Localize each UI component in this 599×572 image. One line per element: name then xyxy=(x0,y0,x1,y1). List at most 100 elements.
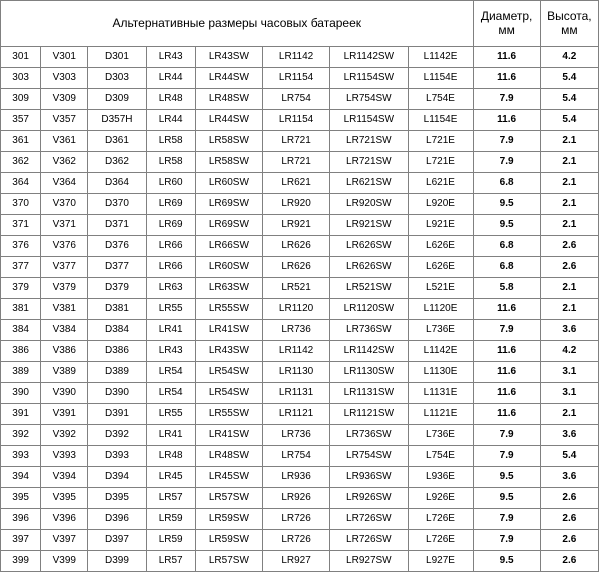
cell-height: 5.4 xyxy=(540,109,598,130)
cell-alt-code: D384 xyxy=(88,319,146,340)
cell-alt-code: V391 xyxy=(41,403,88,424)
cell-height: 5.4 xyxy=(540,67,598,88)
cell-alt-code: LR726SW xyxy=(330,508,408,529)
cell-alt-code: LR59 xyxy=(146,508,195,529)
table-row: 386V386D386LR43LR43SWLR1142LR1142SWL1142… xyxy=(1,340,599,361)
cell-alt-code: LR626SW xyxy=(330,256,408,277)
cell-alt-code: D394 xyxy=(88,466,146,487)
cell-alt-code: LR927SW xyxy=(330,550,408,571)
cell-diameter: 7.9 xyxy=(473,508,540,529)
cell-alt-code: LR60SW xyxy=(195,256,262,277)
cell-alt-code: LR921SW xyxy=(330,214,408,235)
table-row: 391V391D391LR55LR55SWLR1121LR1121SWL1121… xyxy=(1,403,599,424)
cell-alt-code: L721E xyxy=(408,130,473,151)
cell-alt-code: LR1142SW xyxy=(330,46,408,67)
cell-alt-code: LR57 xyxy=(146,487,195,508)
cell-alt-code: LR721SW xyxy=(330,151,408,172)
cell-alt-code: LR69 xyxy=(146,214,195,235)
cell-height: 2.1 xyxy=(540,214,598,235)
cell-height: 2.1 xyxy=(540,172,598,193)
table-row: 376V376D376LR66LR66SWLR626LR626SWL626E6.… xyxy=(1,235,599,256)
cell-alt-code: LR63SW xyxy=(195,277,262,298)
cell-diameter: 7.9 xyxy=(473,88,540,109)
cell-alt-code: L1142E xyxy=(408,46,473,67)
cell-alt-code: V370 xyxy=(41,193,88,214)
cell-alt-code: LR60SW xyxy=(195,172,262,193)
cell-alt-code: D364 xyxy=(88,172,146,193)
cell-alt-code: L1142E xyxy=(408,340,473,361)
cell-alt-code: LR1142 xyxy=(262,340,329,361)
cell-height: 2.6 xyxy=(540,529,598,550)
cell-diameter: 11.6 xyxy=(473,403,540,424)
cell-diameter: 11.6 xyxy=(473,109,540,130)
cell-height: 3.6 xyxy=(540,466,598,487)
cell-alt-code: LR1121 xyxy=(262,403,329,424)
cell-alt-code: LR69SW xyxy=(195,214,262,235)
cell-alt-code: LR721 xyxy=(262,130,329,151)
cell-alt-code: LR936 xyxy=(262,466,329,487)
cell-height: 5.4 xyxy=(540,445,598,466)
cell-alt-code: LR1131SW xyxy=(330,382,408,403)
cell-alt-code: V392 xyxy=(41,424,88,445)
cell-alt-code: D303 xyxy=(88,67,146,88)
table-row: 364V364D364LR60LR60SWLR621LR621SWL621E6.… xyxy=(1,172,599,193)
cell-alt-code: D393 xyxy=(88,445,146,466)
cell-alt-code: V384 xyxy=(41,319,88,340)
cell-alt-code: V379 xyxy=(41,277,88,298)
cell-alt-code: V399 xyxy=(41,550,88,571)
cell-alt-code: LR54SW xyxy=(195,382,262,403)
cell-alt-code: L754E xyxy=(408,88,473,109)
cell-alt-code: 377 xyxy=(1,256,41,277)
cell-alt-code: LR41 xyxy=(146,424,195,445)
cell-alt-code: D390 xyxy=(88,382,146,403)
cell-alt-code: 396 xyxy=(1,508,41,529)
cell-alt-code: V361 xyxy=(41,130,88,151)
cell-alt-code: LR69 xyxy=(146,193,195,214)
cell-alt-code: D381 xyxy=(88,298,146,319)
cell-alt-code: LR1154SW xyxy=(330,67,408,88)
cell-diameter: 9.5 xyxy=(473,466,540,487)
table-body: 301V301D301LR43LR43SWLR1142LR1142SWL1142… xyxy=(1,46,599,571)
cell-height: 3.6 xyxy=(540,424,598,445)
cell-alt-code: LR59SW xyxy=(195,529,262,550)
cell-alt-code: LR626 xyxy=(262,256,329,277)
cell-alt-code: V390 xyxy=(41,382,88,403)
cell-alt-code: V393 xyxy=(41,445,88,466)
table-row: 395V395D395LR57LR57SWLR926LR926SWL926E9.… xyxy=(1,487,599,508)
cell-alt-code: LR44 xyxy=(146,67,195,88)
cell-alt-code: LR59SW xyxy=(195,508,262,529)
cell-diameter: 11.6 xyxy=(473,382,540,403)
cell-alt-code: L1121E xyxy=(408,403,473,424)
cell-alt-code: L1130E xyxy=(408,361,473,382)
cell-alt-code: LR41SW xyxy=(195,424,262,445)
cell-alt-code: LR66 xyxy=(146,256,195,277)
cell-alt-code: LR754SW xyxy=(330,445,408,466)
cell-alt-code: LR58SW xyxy=(195,151,262,172)
table-row: 399V399D399LR57LR57SWLR927LR927SWL927E9.… xyxy=(1,550,599,571)
cell-diameter: 7.9 xyxy=(473,445,540,466)
cell-diameter: 7.9 xyxy=(473,130,540,151)
cell-alt-code: LR1154SW xyxy=(330,109,408,130)
table-row: 379V379D379LR63LR63SWLR521LR521SWL521E5.… xyxy=(1,277,599,298)
cell-alt-code: LR57SW xyxy=(195,550,262,571)
cell-alt-code: LR55 xyxy=(146,298,195,319)
table-row: 362V362D362LR58LR58SWLR721LR721SWL721E7.… xyxy=(1,151,599,172)
cell-alt-code: V386 xyxy=(41,340,88,361)
cell-alt-code: LR58SW xyxy=(195,130,262,151)
cell-height: 3.6 xyxy=(540,319,598,340)
table-row: 303V303D303LR44LR44SWLR1154LR1154SWL1154… xyxy=(1,67,599,88)
cell-alt-code: D391 xyxy=(88,403,146,424)
cell-height: 2.1 xyxy=(540,298,598,319)
cell-alt-code: D377 xyxy=(88,256,146,277)
cell-alt-code: LR621SW xyxy=(330,172,408,193)
cell-alt-code: LR55SW xyxy=(195,403,262,424)
cell-alt-code: V381 xyxy=(41,298,88,319)
cell-alt-code: 361 xyxy=(1,130,41,151)
battery-size-table: Альтернативные размеры часовых батареек … xyxy=(0,0,599,572)
cell-alt-code: L1120E xyxy=(408,298,473,319)
cell-alt-code: L721E xyxy=(408,151,473,172)
cell-alt-code: LR43 xyxy=(146,46,195,67)
cell-height: 2.1 xyxy=(540,130,598,151)
cell-alt-code: L626E xyxy=(408,235,473,256)
cell-alt-code: 386 xyxy=(1,340,41,361)
